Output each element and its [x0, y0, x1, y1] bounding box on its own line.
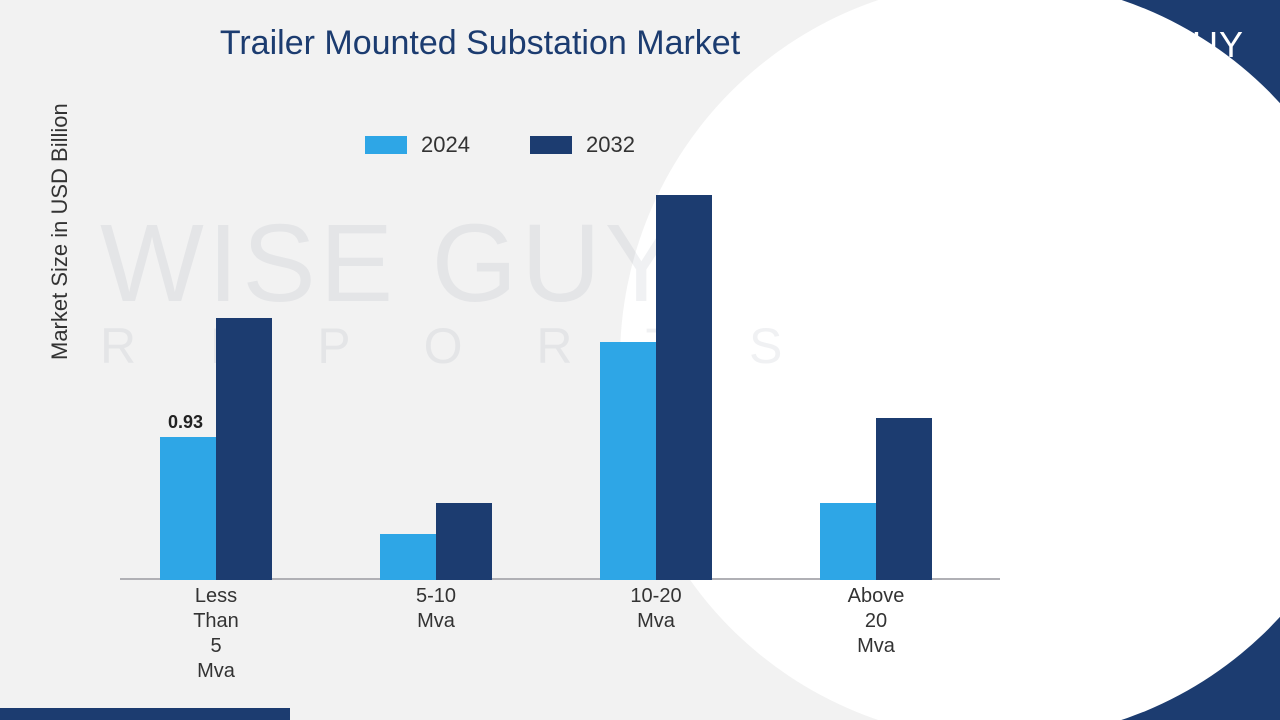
- legend-swatch: [365, 136, 407, 154]
- bar: [600, 342, 656, 580]
- chart-title: Trailer Mounted Substation Market: [0, 24, 960, 63]
- plot-area: Less Than 5 Mva5-10 Mva10-20 MvaAbove 20…: [120, 180, 1000, 580]
- logo-dots-icon: [964, 20, 1020, 76]
- value-label: 0.93: [168, 412, 203, 433]
- bar: [820, 503, 876, 580]
- category-label: 10-20 Mva: [576, 584, 736, 634]
- bar: [656, 195, 712, 580]
- bottom-accent-strip: [0, 708, 290, 720]
- bar: [876, 418, 932, 580]
- logo-sub-text: R E P O R T S: [1024, 62, 1244, 78]
- bar: [160, 437, 216, 580]
- category-label: Above 20 Mva: [796, 584, 956, 659]
- brand-logo: WISE GUY R E P O R T S: [1024, 24, 1244, 78]
- bar: [436, 503, 492, 580]
- category-label: Less Than 5 Mva: [136, 584, 296, 684]
- legend-item: 2032: [530, 132, 635, 158]
- logo-main-text: WISE GUY: [1024, 24, 1244, 66]
- legend: 2024 2032: [0, 132, 1000, 160]
- bar: [216, 318, 272, 580]
- chart-area: WISE GUY R E P O R T S WISE GUY R E P O …: [0, 0, 1280, 720]
- bar: [380, 534, 436, 580]
- legend-label: 2032: [586, 132, 635, 158]
- legend-swatch: [530, 136, 572, 154]
- category-label: 5-10 Mva: [356, 584, 516, 634]
- legend-label: 2024: [421, 132, 470, 158]
- legend-item: 2024: [365, 132, 470, 158]
